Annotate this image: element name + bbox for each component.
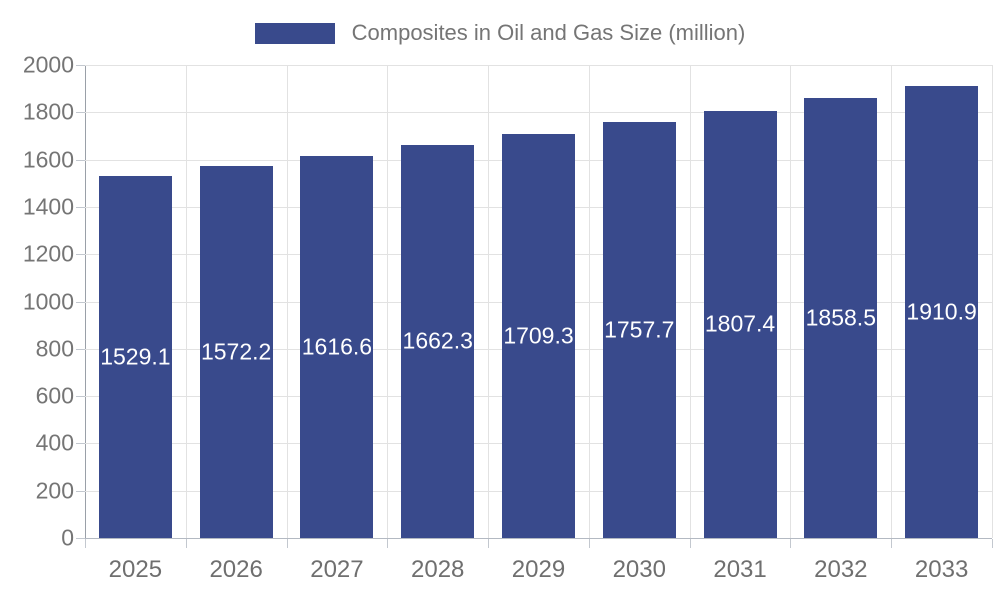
x-axis-tick-label: 2033 [914,556,969,583]
y-axis-tick-label: 1400 [22,193,74,220]
y-axis-tick [76,159,85,161]
y-axis-tick [76,206,85,208]
y-axis-tick-label: 1000 [22,288,74,314]
gridline-vertical [387,65,389,538]
bar-2031[interactable] [703,110,777,538]
y-axis-line [85,65,86,547]
x-axis-tick-label: 2030 [612,556,666,583]
y-axis-tick [76,65,85,66]
x-axis-tick-label: 2025 [108,556,163,583]
bar-2028[interactable] [401,144,475,538]
gridline-vertical [286,65,288,538]
plot-area: 1529.1 1572.2 1616.6 1662.3 1709.3 1757.7 1807… [85,65,993,547]
x-axis-tick [286,539,288,548]
y-axis-tick-label: 600 [35,382,74,409]
x-axis-tick [992,539,993,548]
x-axis-tick [689,539,691,548]
x-axis-tick-label: 2032 [814,556,868,583]
y-axis-tick [76,490,85,492]
x-axis-tick [588,539,590,548]
legend-label: Composites in Oil and Gas Size (million) [351,20,746,45]
gridline-vertical [790,65,792,538]
y-axis-tick-label: 1600 [22,146,74,173]
legend-swatch[interactable] [254,22,335,44]
x-axis-line [85,538,992,539]
x-axis-tick [85,539,86,548]
gridline-vertical [992,65,993,538]
y-axis-tick-label: 2000 [22,51,74,78]
bar-2027[interactable] [300,155,374,538]
bar-2025[interactable] [98,176,172,538]
gridline-vertical [588,65,590,538]
y-axis-tick-label: 200 [35,477,74,504]
x-axis-tick-label: 2031 [713,556,767,583]
y-axis-tick-label: 0 [61,524,74,551]
x-axis-tick [185,539,187,548]
x-axis-tick-label: 2026 [209,556,263,583]
gridline-vertical [488,65,490,538]
x-axis-tick [891,539,893,548]
gridline-horizontal [85,112,992,114]
bar-2033[interactable] [905,86,979,538]
y-axis-tick-label: 800 [35,335,74,362]
gridline-vertical [891,65,893,538]
bar-2029[interactable] [502,133,575,538]
y-axis-tick [76,443,85,445]
y-axis-tick [76,538,85,539]
gridline-vertical [689,65,691,538]
y-axis-tick [76,396,85,398]
gridline-horizontal [85,65,992,66]
x-axis-tick-label: 2027 [310,556,364,583]
y-axis-tick [76,348,85,350]
y-axis-tick-label: 1800 [22,98,74,125]
bar-2032[interactable] [804,98,878,538]
bar-2030[interactable] [602,122,676,538]
y-axis-tick [76,112,85,114]
y-axis-tick-label: 400 [35,429,74,456]
x-axis-tick [488,539,490,548]
y-axis-tick [76,254,85,256]
x-axis-tick [790,539,792,548]
chart-legend[interactable]: Composites in Oil and Gas Size (million) [0,18,1000,48]
y-axis-tick [76,301,85,303]
bar-2026[interactable] [199,166,273,538]
x-axis-tick-label: 2029 [511,556,566,583]
x-axis-tick [387,539,389,548]
gridline-vertical [185,65,187,538]
y-axis-tick-label: 1200 [22,240,74,267]
x-axis-tick-label: 2028 [411,556,465,583]
